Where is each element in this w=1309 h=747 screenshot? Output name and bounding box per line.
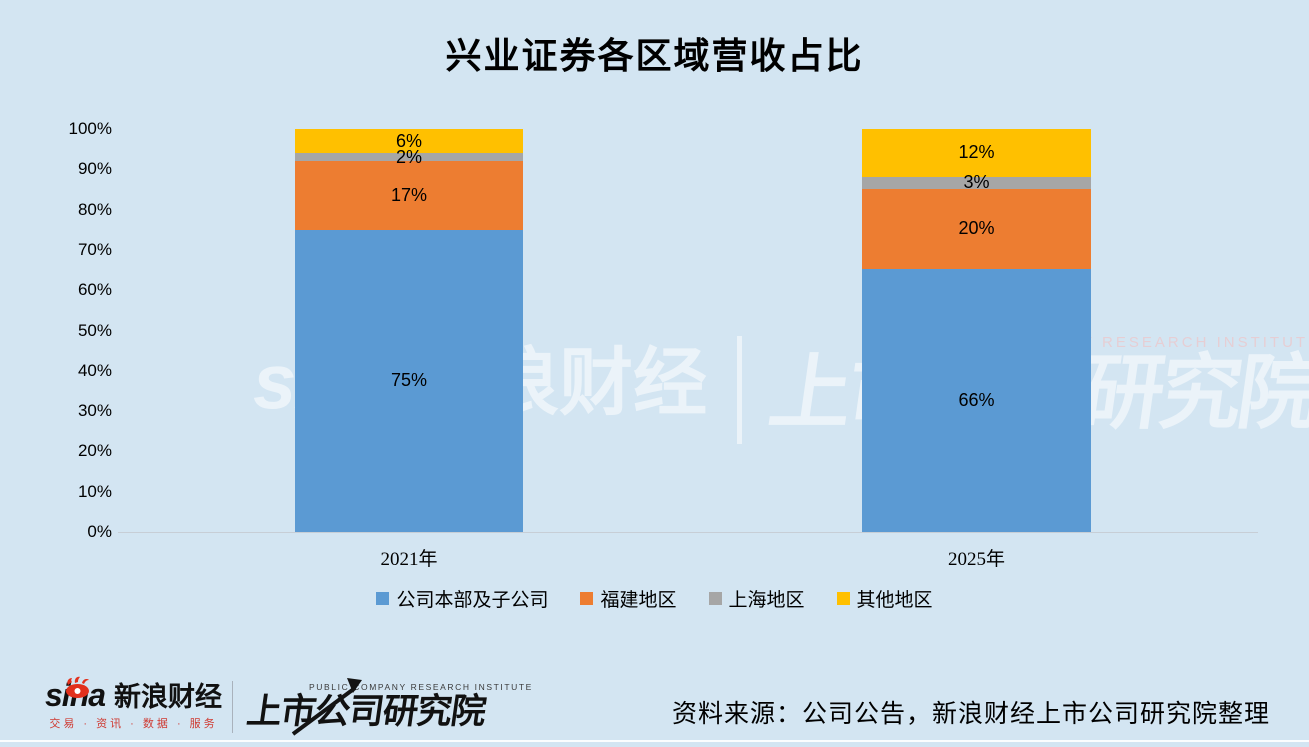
data-label: 2%	[395, 146, 422, 167]
chart-title: 兴业证券各区域营收占比	[445, 35, 864, 76]
data-label: 12%	[958, 142, 995, 163]
institute-logo: PUBLIC COMPANY RESEARCH INSTITUTE 上市公司研究…	[244, 678, 533, 736]
legend-swatch-icon	[376, 592, 390, 605]
bar-segment: 66%	[862, 268, 1091, 532]
data-source-text: 资料来源：公司公告，新浪财经上市公司研究院整理	[672, 700, 1271, 728]
y-tick-label: 100%	[68, 119, 112, 138]
legend-label: 上海地区	[728, 590, 805, 611]
bar-segment: 12%	[862, 129, 1091, 177]
bar-segment: 17%	[295, 161, 523, 230]
footer: sina 新浪财经 交易 · 资讯 · 数据 · 服务 PUBLIC COMPA…	[0, 672, 1309, 747]
data-label: 20%	[958, 218, 995, 239]
legend-item: 上海地区	[708, 585, 805, 612]
x-axis: 2021年 2025年	[118, 544, 1258, 570]
x-category-label: 2021年	[380, 549, 438, 570]
footer-bottom-line	[0, 740, 1309, 742]
legend-swatch-icon	[708, 592, 722, 605]
sina-tagline: 交易 · 资讯 · 数据 · 服务	[49, 718, 218, 730]
sina-brand-text: 新浪财经	[114, 682, 223, 712]
plot-area: 6% 2% 17% 75% 12% 3% 20% 66%	[118, 129, 1258, 533]
bar-segment: 3%	[862, 173, 1091, 192]
y-axis: 0% 10% 20% 30% 40% 50% 60% 70% 80% 90% 100%	[36, 119, 112, 541]
bar-segment: 6%	[295, 129, 523, 154]
bar-segment: 75%	[295, 229, 523, 533]
footer-divider	[232, 681, 233, 733]
y-tick-label: 60%	[77, 280, 112, 300]
bar-segment: 20%	[862, 188, 1091, 269]
x-category-label: 2025年	[947, 549, 1005, 570]
sina-eye-icon	[66, 676, 89, 698]
legend-item: 其他地区	[836, 585, 933, 612]
y-tick-label: 10%	[77, 481, 112, 501]
sina-finance-logo: sina 新浪财经 交易 · 资讯 · 数据 · 服务	[45, 676, 223, 731]
bar-segment: 2%	[295, 147, 523, 166]
data-label: 6%	[395, 130, 422, 151]
y-tick-label: 40%	[77, 360, 112, 380]
legend-label: 其他地区	[856, 590, 933, 611]
y-tick-label: 90%	[77, 159, 112, 179]
institute-logo-en: PUBLIC COMPANY RESEARCH INSTITUTE	[309, 682, 533, 692]
y-tick-label: 50%	[77, 320, 112, 340]
y-tick-label: 20%	[77, 441, 112, 461]
y-tick-label: 80%	[77, 199, 112, 219]
data-label: 66%	[958, 389, 995, 410]
y-tick-label: 70%	[77, 239, 112, 259]
legend-label: 福建地区	[600, 590, 677, 611]
y-tick-label: 30%	[77, 401, 112, 421]
legend: 公司本部及子公司 福建地区 上海地区 其他地区	[0, 585, 1309, 612]
institute-arrow-icon	[291, 678, 362, 736]
legend-label: 公司本部及子公司	[396, 590, 549, 611]
legend-swatch-icon	[836, 592, 850, 605]
y-tick-label: 0%	[87, 522, 112, 541]
data-label: 17%	[390, 185, 428, 205]
stacked-bar: 6% 2% 17% 75%	[295, 129, 523, 533]
legend-item: 福建地区	[580, 585, 677, 612]
data-label: 75%	[390, 370, 428, 391]
legend-item: 公司本部及子公司	[376, 585, 548, 612]
stacked-bar: 12% 3% 20% 66%	[862, 129, 1091, 532]
legend-swatch-icon	[580, 592, 594, 605]
data-label: 3%	[963, 172, 990, 193]
